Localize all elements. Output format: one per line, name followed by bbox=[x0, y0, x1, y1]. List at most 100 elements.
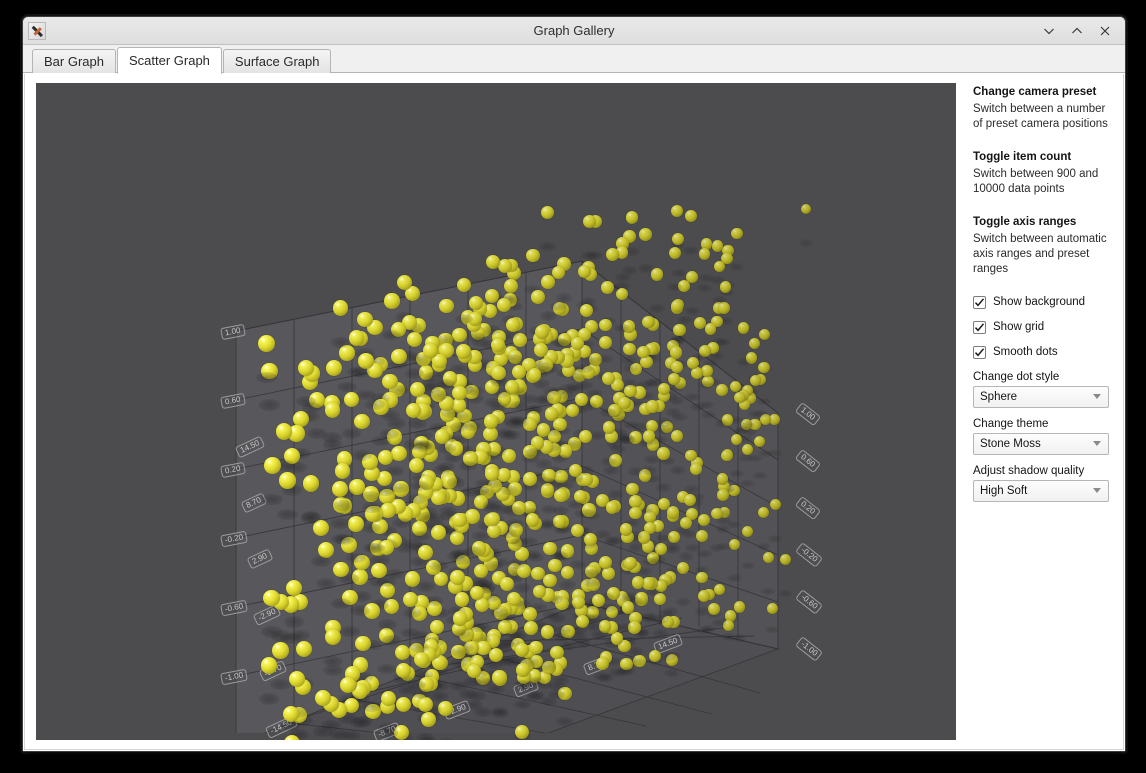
dot-shadow bbox=[495, 428, 514, 438]
scatter-dot bbox=[485, 511, 500, 526]
dot-shadow bbox=[553, 632, 571, 642]
dot-shadow bbox=[662, 607, 678, 616]
dot-shadow bbox=[668, 382, 684, 391]
scatter-dot bbox=[642, 577, 655, 590]
tab-scatter-graph[interactable]: Scatter Graph bbox=[116, 47, 222, 74]
dot-shadow bbox=[739, 454, 754, 463]
close-button[interactable] bbox=[1098, 24, 1112, 38]
scatter-dot bbox=[393, 481, 409, 497]
scatter-dot bbox=[699, 345, 712, 358]
dot-shadow bbox=[768, 535, 783, 543]
dot-shadow bbox=[594, 529, 611, 539]
scatter-dot bbox=[384, 293, 400, 309]
scatter-dot bbox=[544, 406, 559, 421]
scatter-dot bbox=[628, 621, 641, 634]
scatter-dot bbox=[288, 670, 306, 687]
scatter-dot bbox=[512, 501, 527, 515]
scatter-dot bbox=[455, 554, 471, 570]
scatter-dot bbox=[372, 518, 388, 535]
dot-shadow bbox=[377, 525, 397, 536]
maximize-button[interactable] bbox=[1070, 24, 1084, 38]
scatter-dot bbox=[626, 482, 639, 496]
scatter-dot bbox=[325, 359, 342, 376]
dot-shadow bbox=[622, 592, 639, 602]
dot-shadow bbox=[621, 266, 638, 275]
dot-shadow bbox=[559, 641, 577, 651]
scatter-dot bbox=[640, 355, 653, 369]
scatter-dot bbox=[605, 247, 619, 261]
dot-shadow bbox=[381, 635, 401, 646]
scatter-dot bbox=[582, 365, 596, 379]
scatter-dot bbox=[575, 615, 589, 629]
scatter-dot bbox=[609, 453, 622, 467]
scatter-dot bbox=[456, 343, 471, 359]
scatter-dot bbox=[643, 510, 656, 524]
dot-shadow bbox=[628, 398, 645, 408]
dot-shadow bbox=[462, 421, 481, 431]
scatter-dot bbox=[426, 600, 442, 616]
dot-shadow bbox=[550, 338, 568, 348]
scatter-graph-canvas[interactable]: 1.00 0.60 0.20 -0.20 -0.60 -1.00 1.00 0.60 0.20-… bbox=[36, 83, 956, 740]
scatter-dot bbox=[700, 365, 713, 378]
tab-surface-graph[interactable]: Surface Graph bbox=[222, 49, 332, 73]
scatter-dot bbox=[684, 210, 697, 223]
scatter-dot bbox=[450, 569, 465, 585]
dot-shadow bbox=[379, 727, 399, 739]
theme-select[interactable]: Stone Moss bbox=[973, 432, 1109, 455]
dot-shadow bbox=[482, 325, 501, 336]
dot-style-select[interactable]: Sphere bbox=[973, 385, 1109, 408]
dot-shadow bbox=[474, 622, 493, 633]
scatter-dot bbox=[523, 607, 538, 621]
scatter-dot bbox=[579, 304, 593, 318]
dot-shadow bbox=[322, 438, 343, 450]
dot-shadow bbox=[352, 450, 372, 462]
scatter-dot bbox=[391, 446, 407, 462]
scatter-dot bbox=[526, 248, 540, 263]
dot-shadow bbox=[753, 410, 768, 418]
dot-shadow bbox=[778, 589, 793, 598]
theme-label: Change theme bbox=[973, 417, 1049, 430]
dot-shadow bbox=[522, 657, 540, 667]
dot-shadow bbox=[328, 728, 349, 740]
dot-shadow bbox=[542, 386, 560, 396]
scatter-dot bbox=[588, 352, 602, 366]
scatter-dot bbox=[745, 352, 758, 364]
dot-shadow bbox=[310, 556, 331, 568]
dot-shadow bbox=[510, 537, 528, 547]
dot-shadow bbox=[533, 361, 551, 371]
dot-shadow bbox=[330, 336, 351, 348]
scatter-dot bbox=[728, 538, 741, 550]
dot-shadow bbox=[289, 630, 311, 642]
scatter-dot bbox=[541, 275, 555, 289]
scatter-dot bbox=[364, 506, 380, 522]
scatter-dot bbox=[391, 322, 407, 338]
show-background-checkbox[interactable]: Show background bbox=[973, 295, 1109, 309]
dot-shadow bbox=[408, 418, 427, 429]
dot-shadow bbox=[514, 699, 532, 710]
tab-bar-graph[interactable]: Bar Graph bbox=[32, 49, 116, 73]
show-grid-checkbox[interactable]: Show grid bbox=[973, 320, 1109, 334]
dot-shadow bbox=[336, 381, 357, 393]
scatter-dot bbox=[672, 232, 685, 246]
dot-shadow bbox=[368, 576, 388, 588]
smooth-dots-checkbox[interactable]: Smooth dots bbox=[973, 345, 1109, 359]
scatter-dot bbox=[371, 562, 387, 579]
dot-shadow bbox=[474, 478, 493, 489]
scatter-dot bbox=[343, 697, 360, 714]
scatter-dot bbox=[529, 640, 544, 655]
dot-shadow bbox=[529, 472, 547, 482]
dot-shadow bbox=[429, 423, 448, 434]
dot-shadow bbox=[645, 587, 661, 597]
minimize-button[interactable] bbox=[1042, 24, 1056, 38]
dot-shadow bbox=[552, 524, 570, 535]
dot-shadow bbox=[675, 597, 691, 606]
scatter-dot bbox=[624, 384, 637, 398]
chevron-down-icon bbox=[1093, 488, 1101, 494]
scatter-dot bbox=[355, 635, 371, 652]
scatter-dot bbox=[678, 280, 691, 293]
scatter-dot bbox=[668, 246, 681, 260]
dot-shadow bbox=[376, 485, 396, 497]
shadow-quality-select[interactable]: High Soft bbox=[973, 479, 1109, 502]
scatter-dot bbox=[605, 501, 619, 515]
checkbox-box bbox=[973, 345, 986, 359]
